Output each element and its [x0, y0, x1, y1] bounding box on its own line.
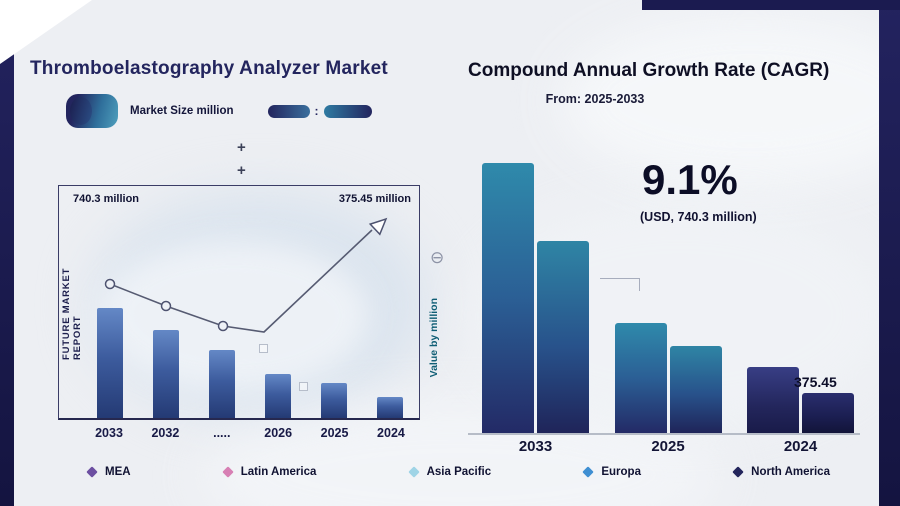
market-size-bar-..... — [209, 350, 235, 418]
legend-diamond-icon — [407, 466, 420, 478]
value-callout-2024: 375.45 — [794, 374, 837, 390]
cagr-x-label: 2024 — [783, 438, 818, 455]
frame-left-bar — [0, 0, 14, 506]
pill-shape-icon — [323, 104, 372, 118]
cagr-x-label: 2025 — [651, 438, 685, 455]
legend-label: North America — [751, 466, 830, 478]
plus-decoration-icon: + — [237, 162, 246, 179]
x-axis-label: 2024 — [377, 426, 405, 440]
cagr-bar — [614, 323, 667, 433]
square-decoration-icon — [259, 344, 268, 353]
legend-diamond-icon — [86, 466, 98, 478]
background-blob — [560, 16, 900, 186]
x-axis-label: ..... — [213, 426, 231, 440]
frame-top-bar — [642, 0, 900, 10]
value-by-million-label: Value by million — [428, 298, 440, 378]
market-size-chart: 740.3 million 375.45 million FUTURE MARK… — [58, 185, 420, 420]
cagr-bars — [747, 367, 854, 433]
legend-diamond-icon — [582, 466, 595, 478]
cagr-bar — [802, 393, 854, 433]
legend-item-north-america: North America — [732, 466, 830, 478]
cagr-x-label: 2033 — [518, 438, 553, 455]
legend-diamond-icon — [222, 466, 234, 478]
page-title-left: Thromboelastography Analyzer Market — [30, 58, 388, 79]
market-size-label: Market Size million — [130, 105, 234, 117]
cagr-bar — [482, 163, 534, 433]
legend-item-mea: MEA — [86, 466, 131, 478]
cylinder-icon — [66, 94, 118, 128]
x-axis-label: 2033 — [95, 426, 123, 440]
market-size-bars — [89, 308, 411, 418]
legend-item-asia-pacific: Asia Pacific — [407, 466, 492, 478]
value-label-2024: 375.45 million — [338, 193, 411, 205]
market-size-bar-2033 — [97, 308, 123, 418]
value-label-2033: 740.3 million — [73, 193, 140, 205]
market-size-x-axis: 2033 2032..... 2026 2025 2024 — [88, 426, 412, 440]
region-legend: MEA Latin America Asia Pacific Europa North … — [86, 466, 830, 478]
cagr-bar-group-2025: 2025 — [614, 323, 722, 455]
legend-diamond-icon — [732, 466, 744, 478]
legend-label: Europa — [601, 466, 641, 478]
plus-decoration-icon: + — [237, 139, 246, 156]
cagr-bar — [669, 346, 722, 433]
cagr-bars — [482, 163, 589, 433]
cagr-detail-label: (USD, 740.3 million) — [640, 210, 757, 224]
cagr-period-subtitle: From: 2025-2033 — [545, 92, 645, 106]
trend-arrow — [104, 217, 388, 333]
pill-shape-icon — [267, 104, 310, 118]
frame-right-bar — [879, 0, 900, 506]
pill-separator: : — [314, 104, 319, 118]
market-size-bar-2025 — [321, 383, 347, 418]
cagr-bar-group-2033: 2033 — [482, 163, 589, 455]
market-size-bar-2032 — [153, 330, 179, 418]
cagr-percentage: 9.1% — [642, 156, 738, 203]
legend-label: MEA — [105, 466, 131, 478]
x-axis-label: 2032 — [151, 426, 180, 440]
cagr-axis-line — [468, 433, 860, 435]
cagr-bars — [614, 323, 722, 433]
elbow-line-decoration — [600, 278, 640, 291]
legend-item-europa: Europa — [582, 466, 641, 478]
cagr-chart: 2033 2025 2024 — [482, 158, 854, 455]
cagr-bar — [747, 367, 799, 433]
market-size-bar-2024 — [377, 397, 403, 418]
x-axis-label: 2026 — [264, 426, 293, 440]
x-axis-label: 2025 — [320, 426, 349, 440]
market-size-bar-2026 — [265, 374, 291, 418]
cagr-bar — [537, 241, 589, 433]
square-decoration-icon — [299, 382, 308, 391]
legend-label: Asia Pacific — [426, 466, 492, 478]
legend-label: Latin America — [240, 466, 317, 478]
legend-item-latin-america: Latin America — [222, 466, 317, 478]
market-size-legend: Market Size million : — [66, 94, 372, 128]
cagr-bar-group-2024: 2024 — [747, 367, 854, 455]
circled-minus-icon: ⊖ — [430, 248, 445, 267]
page-title-right: Compound Annual Growth Rate (CAGR) — [468, 60, 830, 81]
